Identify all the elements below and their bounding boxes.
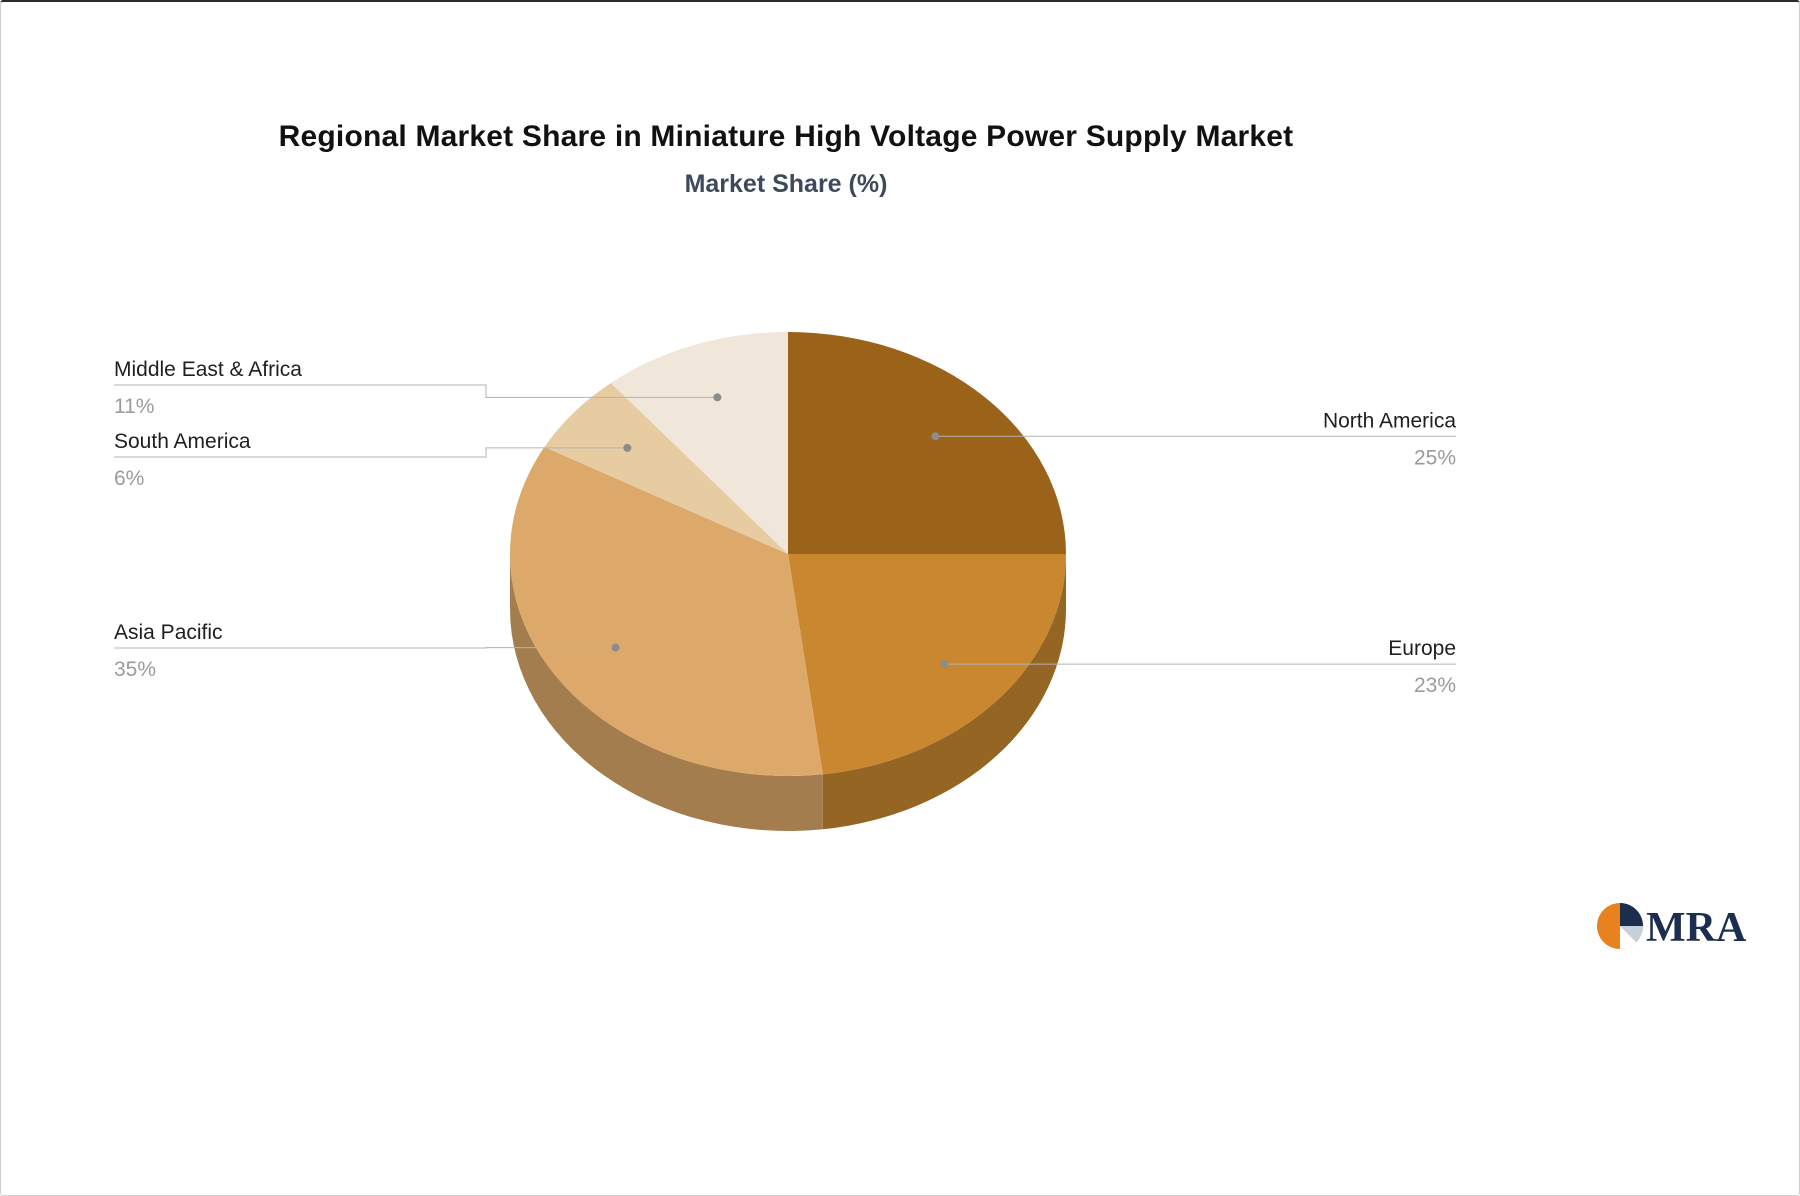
leader-dot-middle-east-africa — [713, 393, 722, 402]
leader-dot-south-america — [623, 443, 632, 452]
slice-label-name-europe: Europe — [1388, 637, 1456, 660]
slice-label-value-middle-east-africa: 11% — [114, 395, 154, 418]
mra-logo: MRA — [1597, 903, 1747, 951]
chart-subtitle: Market Share (%) — [684, 170, 888, 198]
pie-slice-side-europe — [822, 554, 1066, 830]
pie-slice-north-america[interactable] — [788, 332, 1066, 554]
slice-label-name-middle-east-africa: Middle East & Africa — [114, 358, 302, 381]
pie-slice-asia-pacific[interactable] — [510, 447, 823, 776]
chart-title: Regional Market Share in Miniature High … — [278, 120, 1294, 153]
pie-slice-europe[interactable] — [788, 554, 1066, 775]
slice-label-value-europe: 23% — [1414, 674, 1456, 697]
pie-slice-middle-east-africa[interactable] — [610, 332, 788, 554]
leader-dot-asia-pacific — [611, 643, 620, 652]
pie-slice-side-asia-pacific — [510, 554, 823, 831]
mra-logo-mark — [1597, 903, 1643, 949]
pie-slice-south-america[interactable] — [544, 382, 788, 554]
slice-label-value-south-america: 6% — [114, 467, 144, 490]
leader-line-middle-east-africa — [114, 384, 718, 398]
slice-label-name-north-america: North America — [1323, 409, 1456, 432]
slice-label-name-south-america: South America — [114, 430, 251, 453]
slice-label-value-asia-pacific: 35% — [114, 658, 156, 681]
leader-line-south-america — [114, 447, 628, 458]
leader-dot-north-america — [931, 432, 940, 441]
slice-label-value-north-america: 25% — [1414, 446, 1456, 469]
mra-logo-text: MRA — [1646, 905, 1747, 951]
slice-label-name-asia-pacific: Asia Pacific — [114, 621, 223, 644]
leader-dot-europe — [940, 660, 949, 669]
